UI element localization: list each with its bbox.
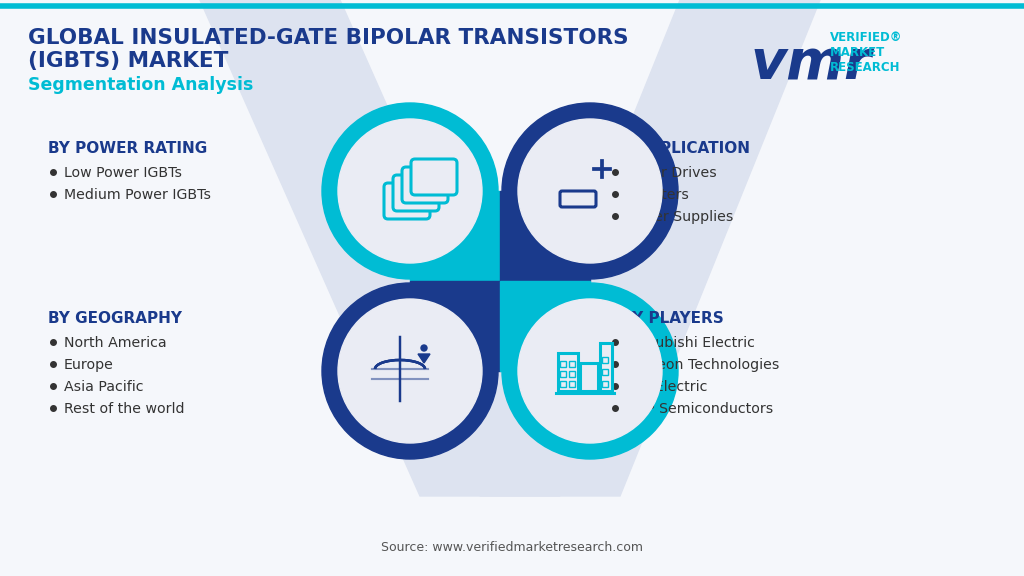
- Text: Infineon Technologies: Infineon Technologies: [626, 358, 779, 372]
- Polygon shape: [200, 0, 560, 496]
- Text: Medium Power IGBTs: Medium Power IGBTs: [63, 188, 211, 202]
- Text: Asia Pacific: Asia Pacific: [63, 380, 143, 394]
- Text: Motor Drives: Motor Drives: [626, 166, 717, 180]
- Text: vmr: vmr: [750, 38, 871, 92]
- Bar: [602, 357, 608, 363]
- Circle shape: [518, 299, 662, 443]
- Text: BY POWER RATING: BY POWER RATING: [48, 141, 207, 156]
- Polygon shape: [480, 0, 820, 496]
- Bar: [602, 369, 608, 375]
- Text: VERIFIED®: VERIFIED®: [830, 31, 902, 44]
- Text: (IGBTS) MARKET: (IGBTS) MARKET: [28, 51, 228, 71]
- Bar: [410, 191, 500, 281]
- Bar: [558, 353, 578, 391]
- Bar: [500, 191, 590, 281]
- Bar: [410, 281, 500, 371]
- Text: Power Supplies: Power Supplies: [626, 210, 733, 224]
- Text: RESEARCH: RESEARCH: [830, 61, 900, 74]
- Bar: [560, 371, 566, 377]
- Bar: [569, 361, 575, 367]
- Circle shape: [338, 119, 482, 263]
- Bar: [569, 371, 575, 377]
- FancyBboxPatch shape: [384, 183, 430, 219]
- Bar: [580, 363, 598, 391]
- Circle shape: [338, 299, 482, 443]
- Circle shape: [502, 283, 678, 459]
- Text: KEY PLAYERS: KEY PLAYERS: [610, 311, 724, 326]
- Text: BY GEOGRAPHY: BY GEOGRAPHY: [48, 311, 182, 326]
- FancyBboxPatch shape: [402, 167, 449, 203]
- Text: Fuji Electric: Fuji Electric: [626, 380, 708, 394]
- Bar: [569, 381, 575, 387]
- FancyBboxPatch shape: [411, 159, 457, 195]
- FancyBboxPatch shape: [393, 175, 439, 211]
- Text: GLOBAL INSULATED-GATE BIPOLAR TRANSISTORS: GLOBAL INSULATED-GATE BIPOLAR TRANSISTOR…: [28, 28, 629, 48]
- Text: Low Power IGBTs: Low Power IGBTs: [63, 166, 182, 180]
- Circle shape: [421, 345, 427, 351]
- Text: Inverters: Inverters: [626, 188, 690, 202]
- Text: Europe: Europe: [63, 358, 114, 372]
- Text: BY APPLICATION: BY APPLICATION: [610, 141, 750, 156]
- Bar: [602, 381, 608, 387]
- Bar: [560, 361, 566, 367]
- Polygon shape: [418, 354, 430, 363]
- Text: MARKET: MARKET: [830, 46, 886, 59]
- Circle shape: [322, 103, 498, 279]
- Circle shape: [502, 103, 678, 279]
- Text: Rest of the world: Rest of the world: [63, 402, 184, 416]
- Text: Mitsubishi Electric: Mitsubishi Electric: [626, 336, 755, 350]
- Text: Segmentation Analysis: Segmentation Analysis: [28, 76, 253, 94]
- Text: North America: North America: [63, 336, 167, 350]
- Text: NXP Semiconductors: NXP Semiconductors: [626, 402, 773, 416]
- Bar: [560, 381, 566, 387]
- Circle shape: [518, 119, 662, 263]
- Bar: [500, 281, 590, 371]
- Circle shape: [322, 283, 498, 459]
- Bar: [600, 343, 612, 391]
- Text: Source: www.verifiedmarketresearch.com: Source: www.verifiedmarketresearch.com: [381, 541, 643, 554]
